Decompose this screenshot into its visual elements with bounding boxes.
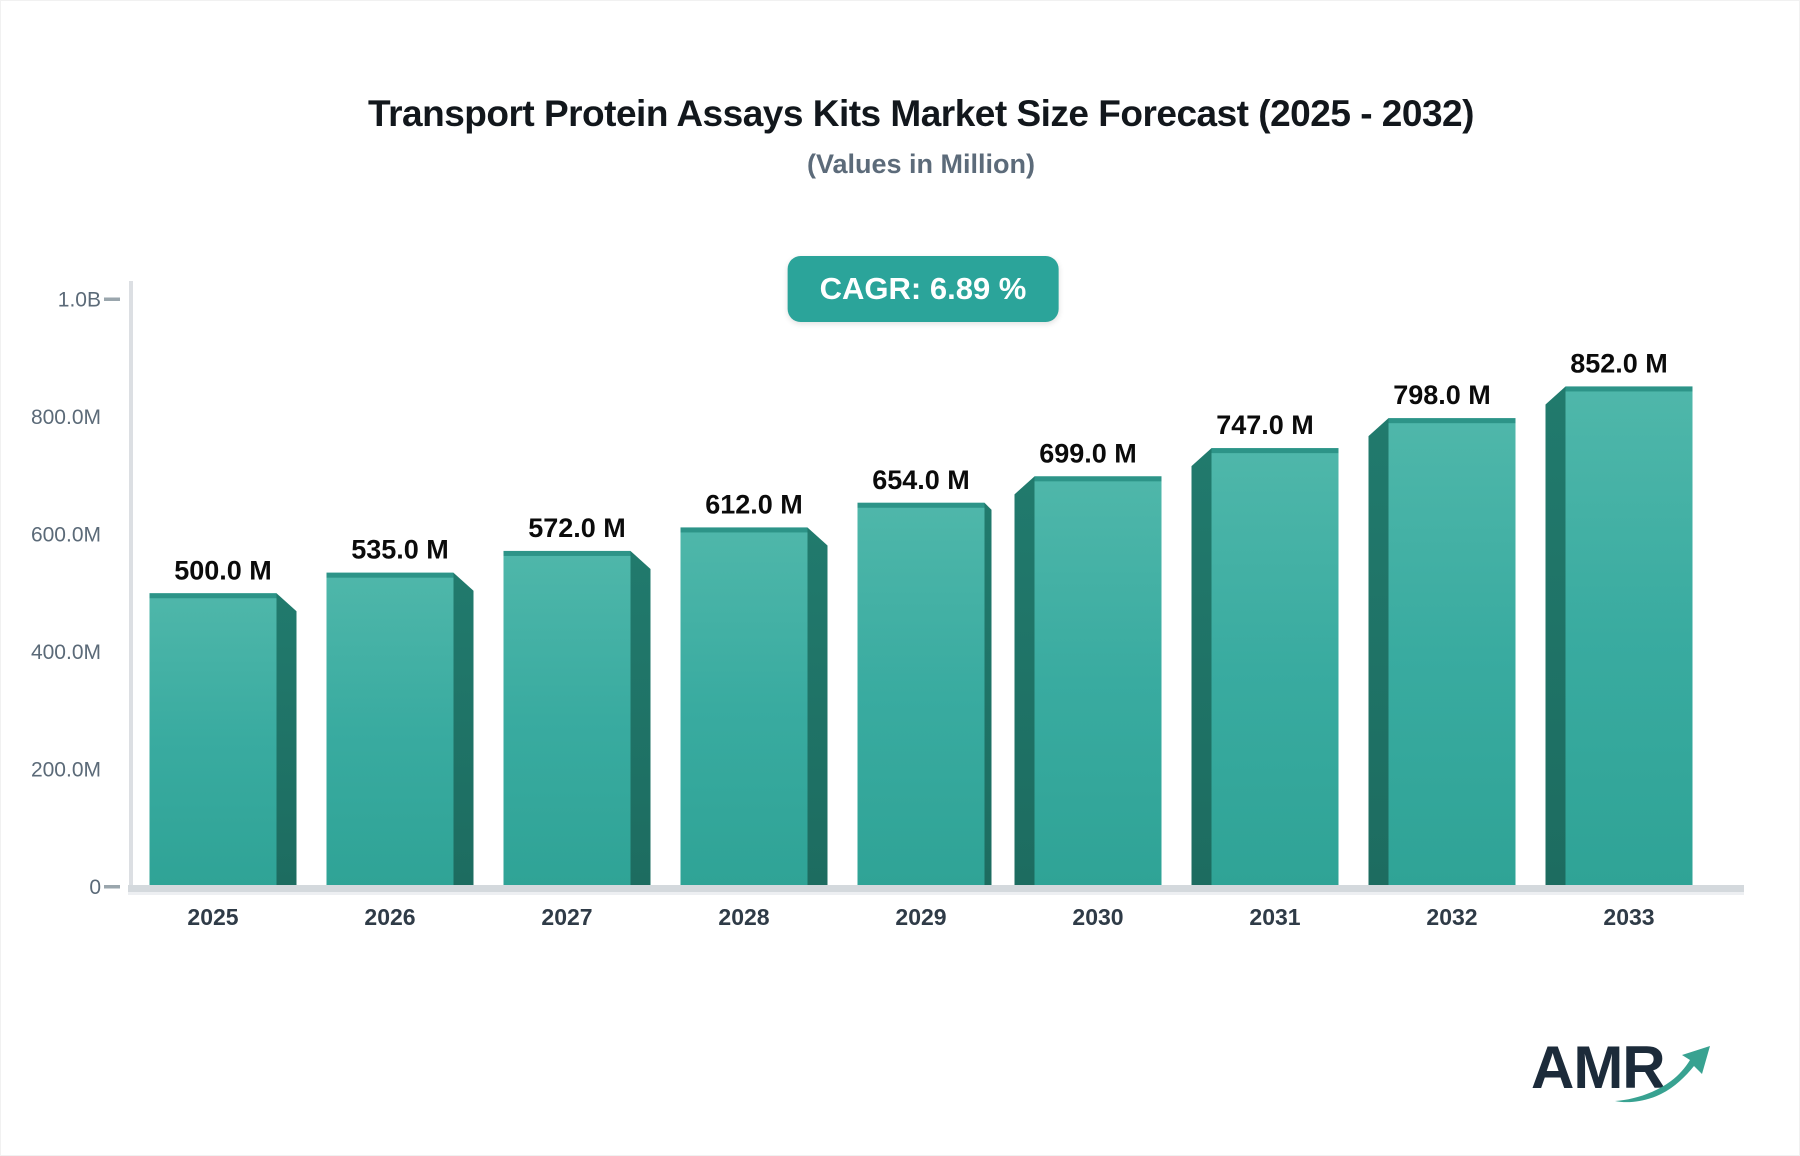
- bar-top-edge-2025: [149, 593, 277, 599]
- bar-2025: [149, 593, 277, 887]
- bar-top-edge-2030: [1034, 476, 1162, 482]
- y-axis-label-200.0M: 200.0M: [31, 759, 101, 782]
- y-axis-label-400.0M: 400.0M: [31, 641, 101, 664]
- bar-side-2030: [1014, 476, 1035, 887]
- bar-value-label-2025: 500.0 M: [174, 555, 272, 585]
- bar-side-2027: [630, 550, 651, 887]
- bar-2026: [326, 572, 454, 887]
- bar-side-2029: [984, 502, 992, 887]
- y-axis-label-800.0M: 800.0M: [31, 406, 101, 429]
- bar-2031: [1211, 448, 1339, 887]
- bar-value-label-2027: 572.0 M: [528, 513, 626, 543]
- x-axis-label-2028: 2028: [718, 904, 769, 930]
- y-tick-dash-0: [104, 885, 120, 889]
- bar-value-label-2028: 612.0 M: [705, 489, 803, 519]
- bar-top-edge-2032: [1388, 418, 1516, 424]
- cagr-badge: CAGR: 6.89 %: [787, 256, 1059, 322]
- x-axis-label-2031: 2031: [1249, 904, 1300, 930]
- x-axis-label-2026: 2026: [364, 904, 415, 930]
- x-axis-baseline: [128, 885, 1744, 892]
- x-axis-baseline-shadow: [128, 892, 1744, 895]
- chart-title: Transport Protein Assays Kits Market Siz…: [368, 93, 1474, 134]
- bar-side-2026: [453, 572, 474, 887]
- y-axis-line: [129, 281, 133, 887]
- x-axis-label-2027: 2027: [541, 904, 592, 930]
- x-axis-label-2025: 2025: [187, 904, 238, 930]
- bars-group: [149, 386, 1693, 887]
- bar-value-label-2031: 747.0 M: [1216, 410, 1314, 440]
- bar-top-edge-2031: [1211, 448, 1339, 454]
- bar-side-2033: [1545, 386, 1566, 887]
- bar-value-label-2029: 654.0 M: [872, 465, 970, 495]
- x-axis-label-2029: 2029: [895, 904, 946, 930]
- labels-group: 500.0 M 2025 535.0 M 2026 572.0 M 2027 612.0 M…: [31, 289, 1668, 931]
- bar-side-2031: [1191, 448, 1212, 887]
- bar-top-edge-2026: [326, 572, 454, 578]
- y-tick-dash-1.0B: [104, 297, 120, 301]
- bar-value-label-2033: 852.0 M: [1570, 348, 1668, 378]
- bar-top-edge-2027: [503, 550, 631, 556]
- bar-side-2025: [276, 593, 297, 887]
- bar-2028: [680, 527, 808, 887]
- bar-2030: [1034, 476, 1162, 887]
- bar-2029: [857, 502, 985, 887]
- bar-2033: [1565, 386, 1693, 887]
- axes-group: [104, 281, 1744, 895]
- bar-side-2032: [1368, 418, 1389, 887]
- bar-value-label-2032: 798.0 M: [1393, 380, 1491, 410]
- y-axis-label-0: 0: [89, 876, 101, 899]
- bar-side-2028: [807, 527, 828, 887]
- amr-logo: AMR: [1521, 1031, 1771, 1131]
- bar-value-label-2026: 535.0 M: [351, 535, 449, 565]
- bar-top-edge-2028: [680, 527, 808, 533]
- bar-top-edge-2033: [1565, 386, 1693, 392]
- x-axis-label-2033: 2033: [1603, 904, 1654, 930]
- chart-subtitle: (Values in Million): [806, 149, 1036, 179]
- bar-top-edge-2029: [857, 502, 985, 508]
- amr-logo-text: AMR: [1531, 1034, 1666, 1101]
- bar-2027: [503, 550, 631, 887]
- x-axis-label-2032: 2032: [1426, 904, 1477, 930]
- x-axis-label-2030: 2030: [1072, 904, 1123, 930]
- growth-arrow-icon: [1615, 1046, 1710, 1103]
- bar-2032: [1388, 418, 1516, 887]
- y-axis-label-1.0B: 1.0B: [58, 289, 101, 312]
- y-axis-label-600.0M: 600.0M: [31, 524, 101, 547]
- bar-value-label-2030: 699.0 M: [1039, 438, 1137, 468]
